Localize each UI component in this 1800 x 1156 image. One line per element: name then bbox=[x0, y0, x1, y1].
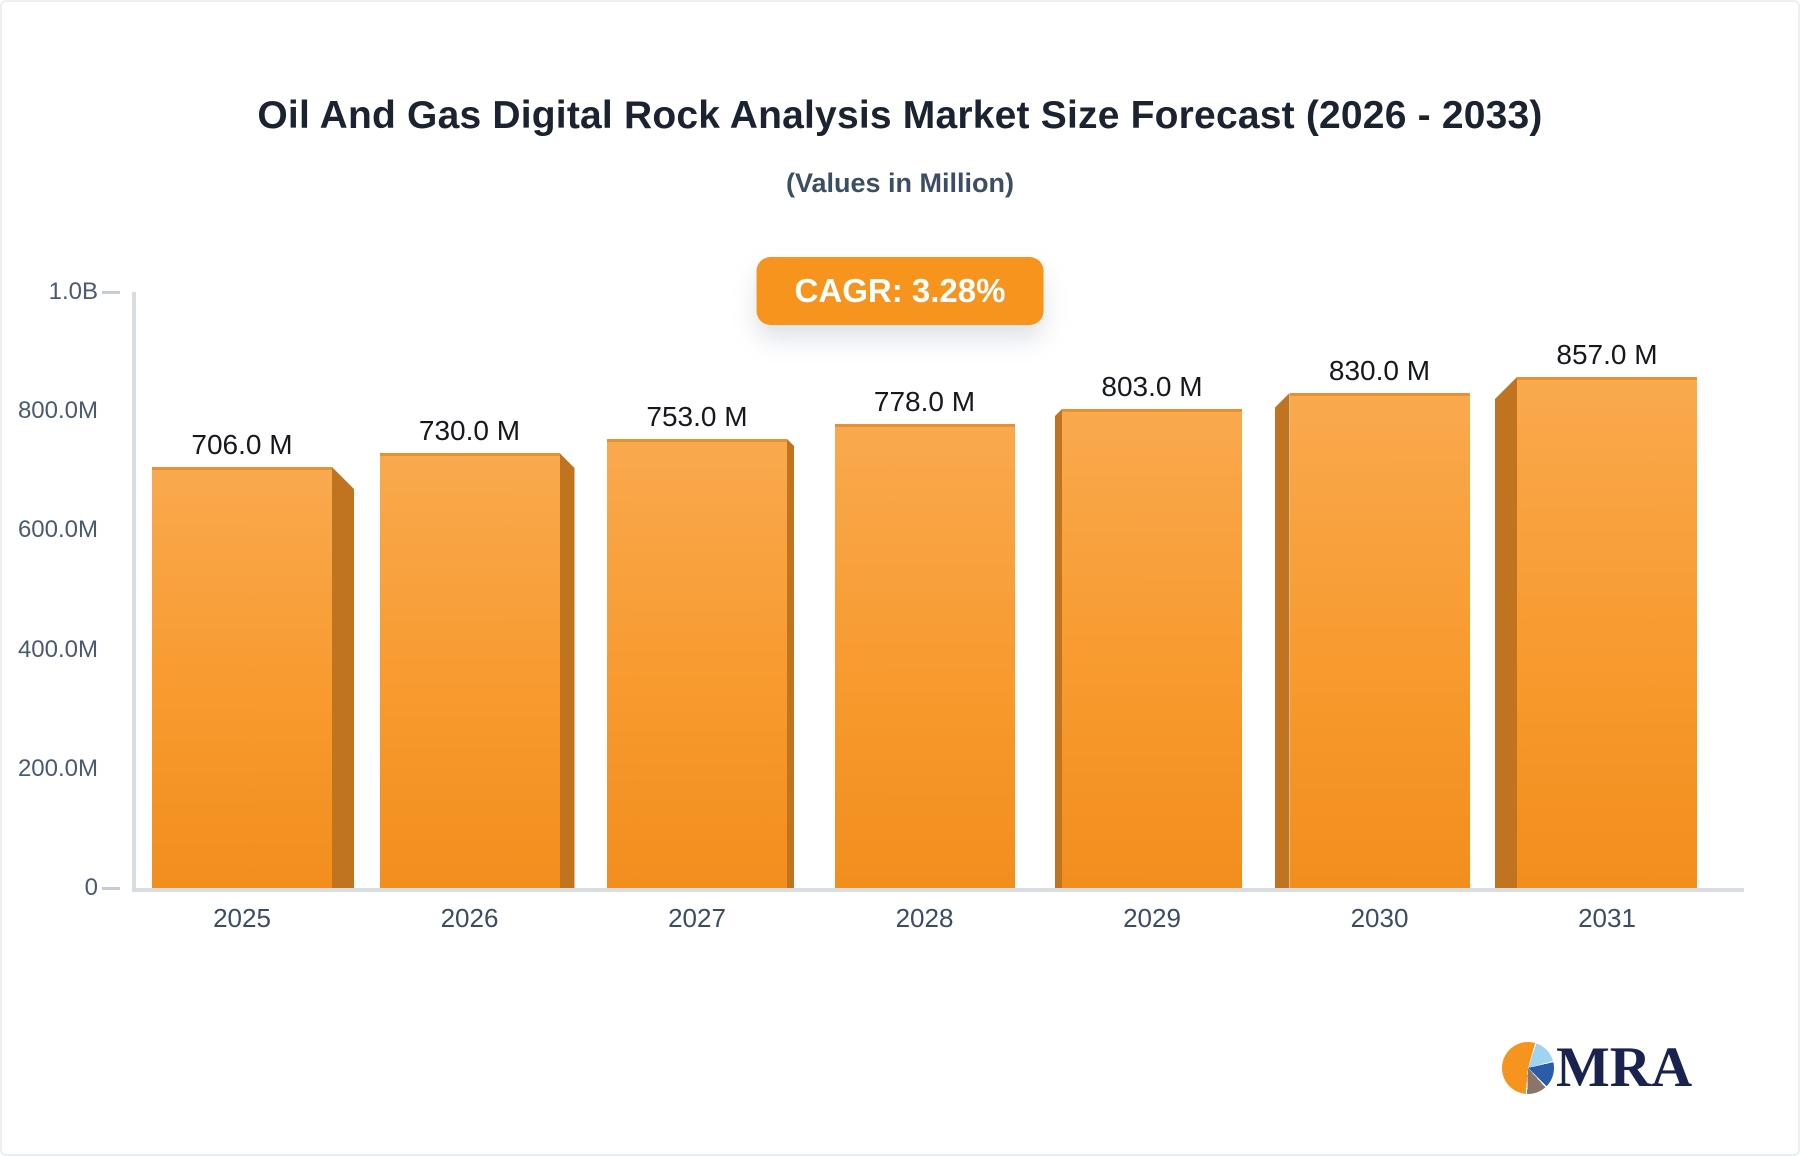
bar-2027 bbox=[607, 439, 794, 888]
x-axis-tick-label-2030: 2030 bbox=[1350, 903, 1409, 933]
x-axis-tick-label-2027: 2027 bbox=[668, 903, 726, 933]
x-axis-tick-label-2029: 2029 bbox=[1123, 903, 1181, 933]
y-axis-tick-label: 400.0M bbox=[17, 635, 98, 663]
bar-face-2025 bbox=[152, 467, 332, 888]
bar-value-label-2031: 857.0 M bbox=[1556, 339, 1658, 370]
chart-title: Oil And Gas Digital Rock Analysis Market… bbox=[257, 94, 1543, 137]
y-axis-tick-label: 200.0M bbox=[17, 754, 98, 782]
x-axis-tick-label-2031: 2031 bbox=[1578, 903, 1636, 933]
bar-value-label-2026: 730.0 M bbox=[418, 415, 521, 446]
bar-side-2026 bbox=[559, 453, 575, 888]
x-axis-tick-label-2028: 2028 bbox=[895, 903, 954, 933]
bar-2029 bbox=[1055, 409, 1242, 888]
bar-face-2026 bbox=[379, 453, 560, 888]
bar-side-2031 bbox=[1495, 377, 1517, 888]
bar-value-label-2025: 706.0 M bbox=[191, 429, 293, 460]
y-axis-tick-label: 0 bbox=[84, 874, 98, 901]
cagr-badge: CAGR: 3.28% bbox=[756, 257, 1044, 325]
y-axis-tick-label: 800.0M bbox=[17, 397, 98, 425]
x-axis-tick-label-2025: 2025 bbox=[213, 903, 271, 933]
bar-side-2025 bbox=[332, 467, 354, 888]
bar-value-label-2028: 778.0 M bbox=[873, 386, 976, 417]
logo-text: MRA bbox=[1556, 1036, 1693, 1099]
mra-logo: MRA bbox=[1502, 1035, 1692, 1100]
bar-face-2030 bbox=[1289, 393, 1470, 888]
chart-subtitle: (Values in Million) bbox=[785, 168, 1015, 198]
bar-2031 bbox=[1495, 377, 1697, 888]
bar-face-2031 bbox=[1517, 377, 1697, 888]
y-axis-line bbox=[132, 292, 136, 892]
bar-2028 bbox=[834, 424, 1015, 888]
bar-face-2029 bbox=[1062, 409, 1242, 888]
bar-value-label-2029: 803.0 M bbox=[1101, 371, 1203, 402]
bar-side-2029 bbox=[1055, 409, 1062, 888]
bar-face-2028 bbox=[834, 424, 1015, 888]
bar-2026 bbox=[379, 453, 575, 888]
bar-side-2030 bbox=[1274, 393, 1290, 888]
bar-value-label-2030: 830.0 M bbox=[1328, 355, 1431, 386]
x-axis-tick-label-2026: 2026 bbox=[440, 903, 499, 933]
bar-side-2027 bbox=[787, 439, 794, 888]
y-axis-tick-label: 1.0B bbox=[48, 278, 98, 305]
bar-2025 bbox=[152, 467, 354, 888]
y-axis-tick-dash bbox=[102, 291, 120, 294]
y-axis-tick-dash bbox=[102, 887, 120, 890]
y-axis-tick-label: 600.0M bbox=[17, 516, 98, 544]
x-axis-baseline bbox=[132, 888, 1744, 892]
logo-pie-icon bbox=[1502, 1041, 1554, 1094]
bar-face-2027 bbox=[607, 439, 787, 888]
bar-value-label-2027: 753.0 M bbox=[646, 401, 748, 432]
bar-2030 bbox=[1274, 393, 1470, 888]
